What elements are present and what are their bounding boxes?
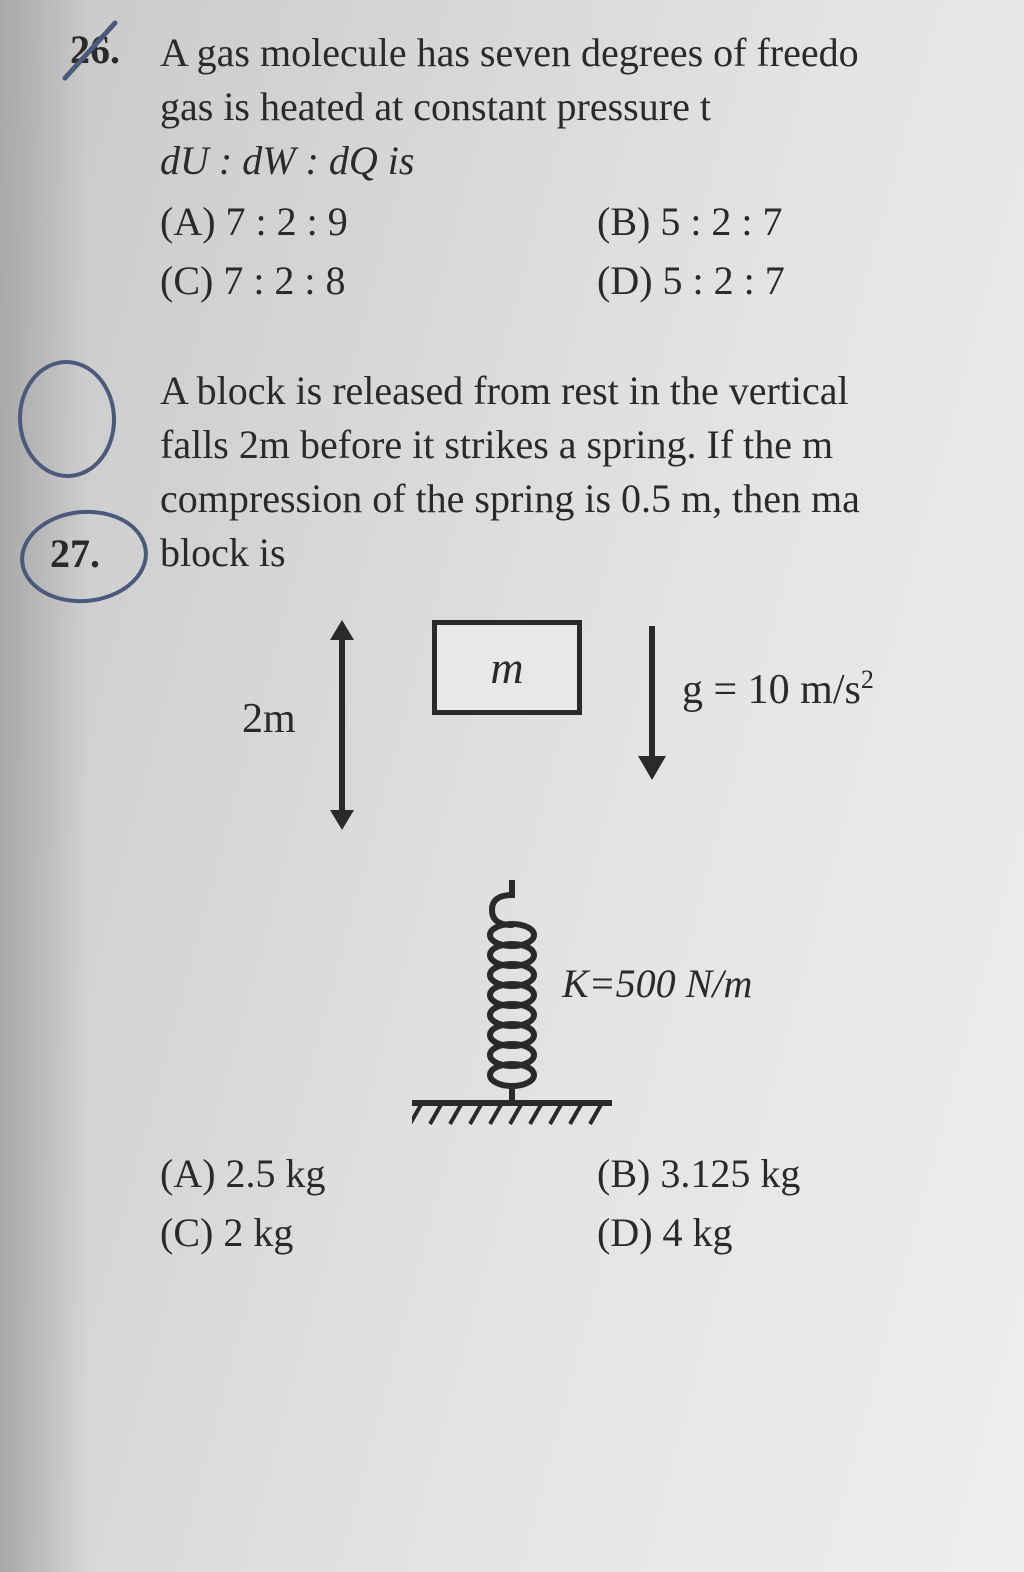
ground-hatch-icon xyxy=(412,1100,612,1130)
q27-text: A block is released from rest in the ver… xyxy=(160,364,1004,580)
mass-box: m xyxy=(432,620,582,715)
q26-options: (A) 7 : 2 : 9 (B) 5 : 2 : 7 (C) 7 : 2 : … xyxy=(160,198,994,304)
q26-option-b: (B) 5 : 2 : 7 xyxy=(597,198,994,245)
q27-line-2: falls 2m before it strikes a spring. If … xyxy=(160,422,833,467)
q27-option-c: (C) 2 kg xyxy=(160,1209,557,1256)
q27-diagram: 2m m g = 10 m/s2 xyxy=(202,610,902,1130)
spring-icon xyxy=(452,880,572,1110)
gravity-label-exp: 2 xyxy=(861,665,874,694)
q27-line-3: compression of the spring is 0.5 m, then… xyxy=(160,476,860,521)
q26-line-2: gas is heated at constant pressure t xyxy=(160,84,711,129)
q27-option-b: (B) 3.125 kg xyxy=(597,1150,994,1197)
gravity-label: g = 10 m/s2 xyxy=(682,665,874,714)
q26-number: 26. xyxy=(70,26,120,73)
gravity-label-text: g = 10 m/s xyxy=(682,667,861,713)
q26-option-c: (C) 7 : 2 : 8 xyxy=(160,257,557,304)
q27-option-d: (D) 4 kg xyxy=(597,1209,994,1256)
q26-line-3: dU : dW : dQ is xyxy=(160,138,414,183)
q26-line-1: A gas molecule has seven degrees of free… xyxy=(160,30,859,75)
q27-line-1: A block is released from rest in the ver… xyxy=(160,368,849,413)
q27-number: 27. xyxy=(50,530,100,577)
fall-distance-arrow-icon xyxy=(322,620,362,830)
page: 26. A gas molecule has seven degrees of … xyxy=(0,0,1024,1572)
fall-distance-label: 2m xyxy=(242,695,296,743)
gravity-arrow-icon xyxy=(632,620,672,780)
q26-text: A gas molecule has seven degrees of free… xyxy=(160,26,1004,188)
spring-constant-label: K=500 N/m xyxy=(562,960,752,1007)
page-shade xyxy=(0,0,90,1572)
q27-option-a: (A) 2.5 kg xyxy=(160,1150,557,1197)
q27-line-4: block is xyxy=(160,530,286,575)
q27-block: 27. A block is released from rest in the… xyxy=(110,364,994,1256)
q27-options: (A) 2.5 kg (B) 3.125 kg (C) 2 kg (D) 4 k… xyxy=(160,1150,994,1256)
pen-circle-small xyxy=(16,358,118,479)
q26-option-d: (D) 5 : 2 : 7 xyxy=(597,257,994,304)
q26-option-a: (A) 7 : 2 : 9 xyxy=(160,198,557,245)
